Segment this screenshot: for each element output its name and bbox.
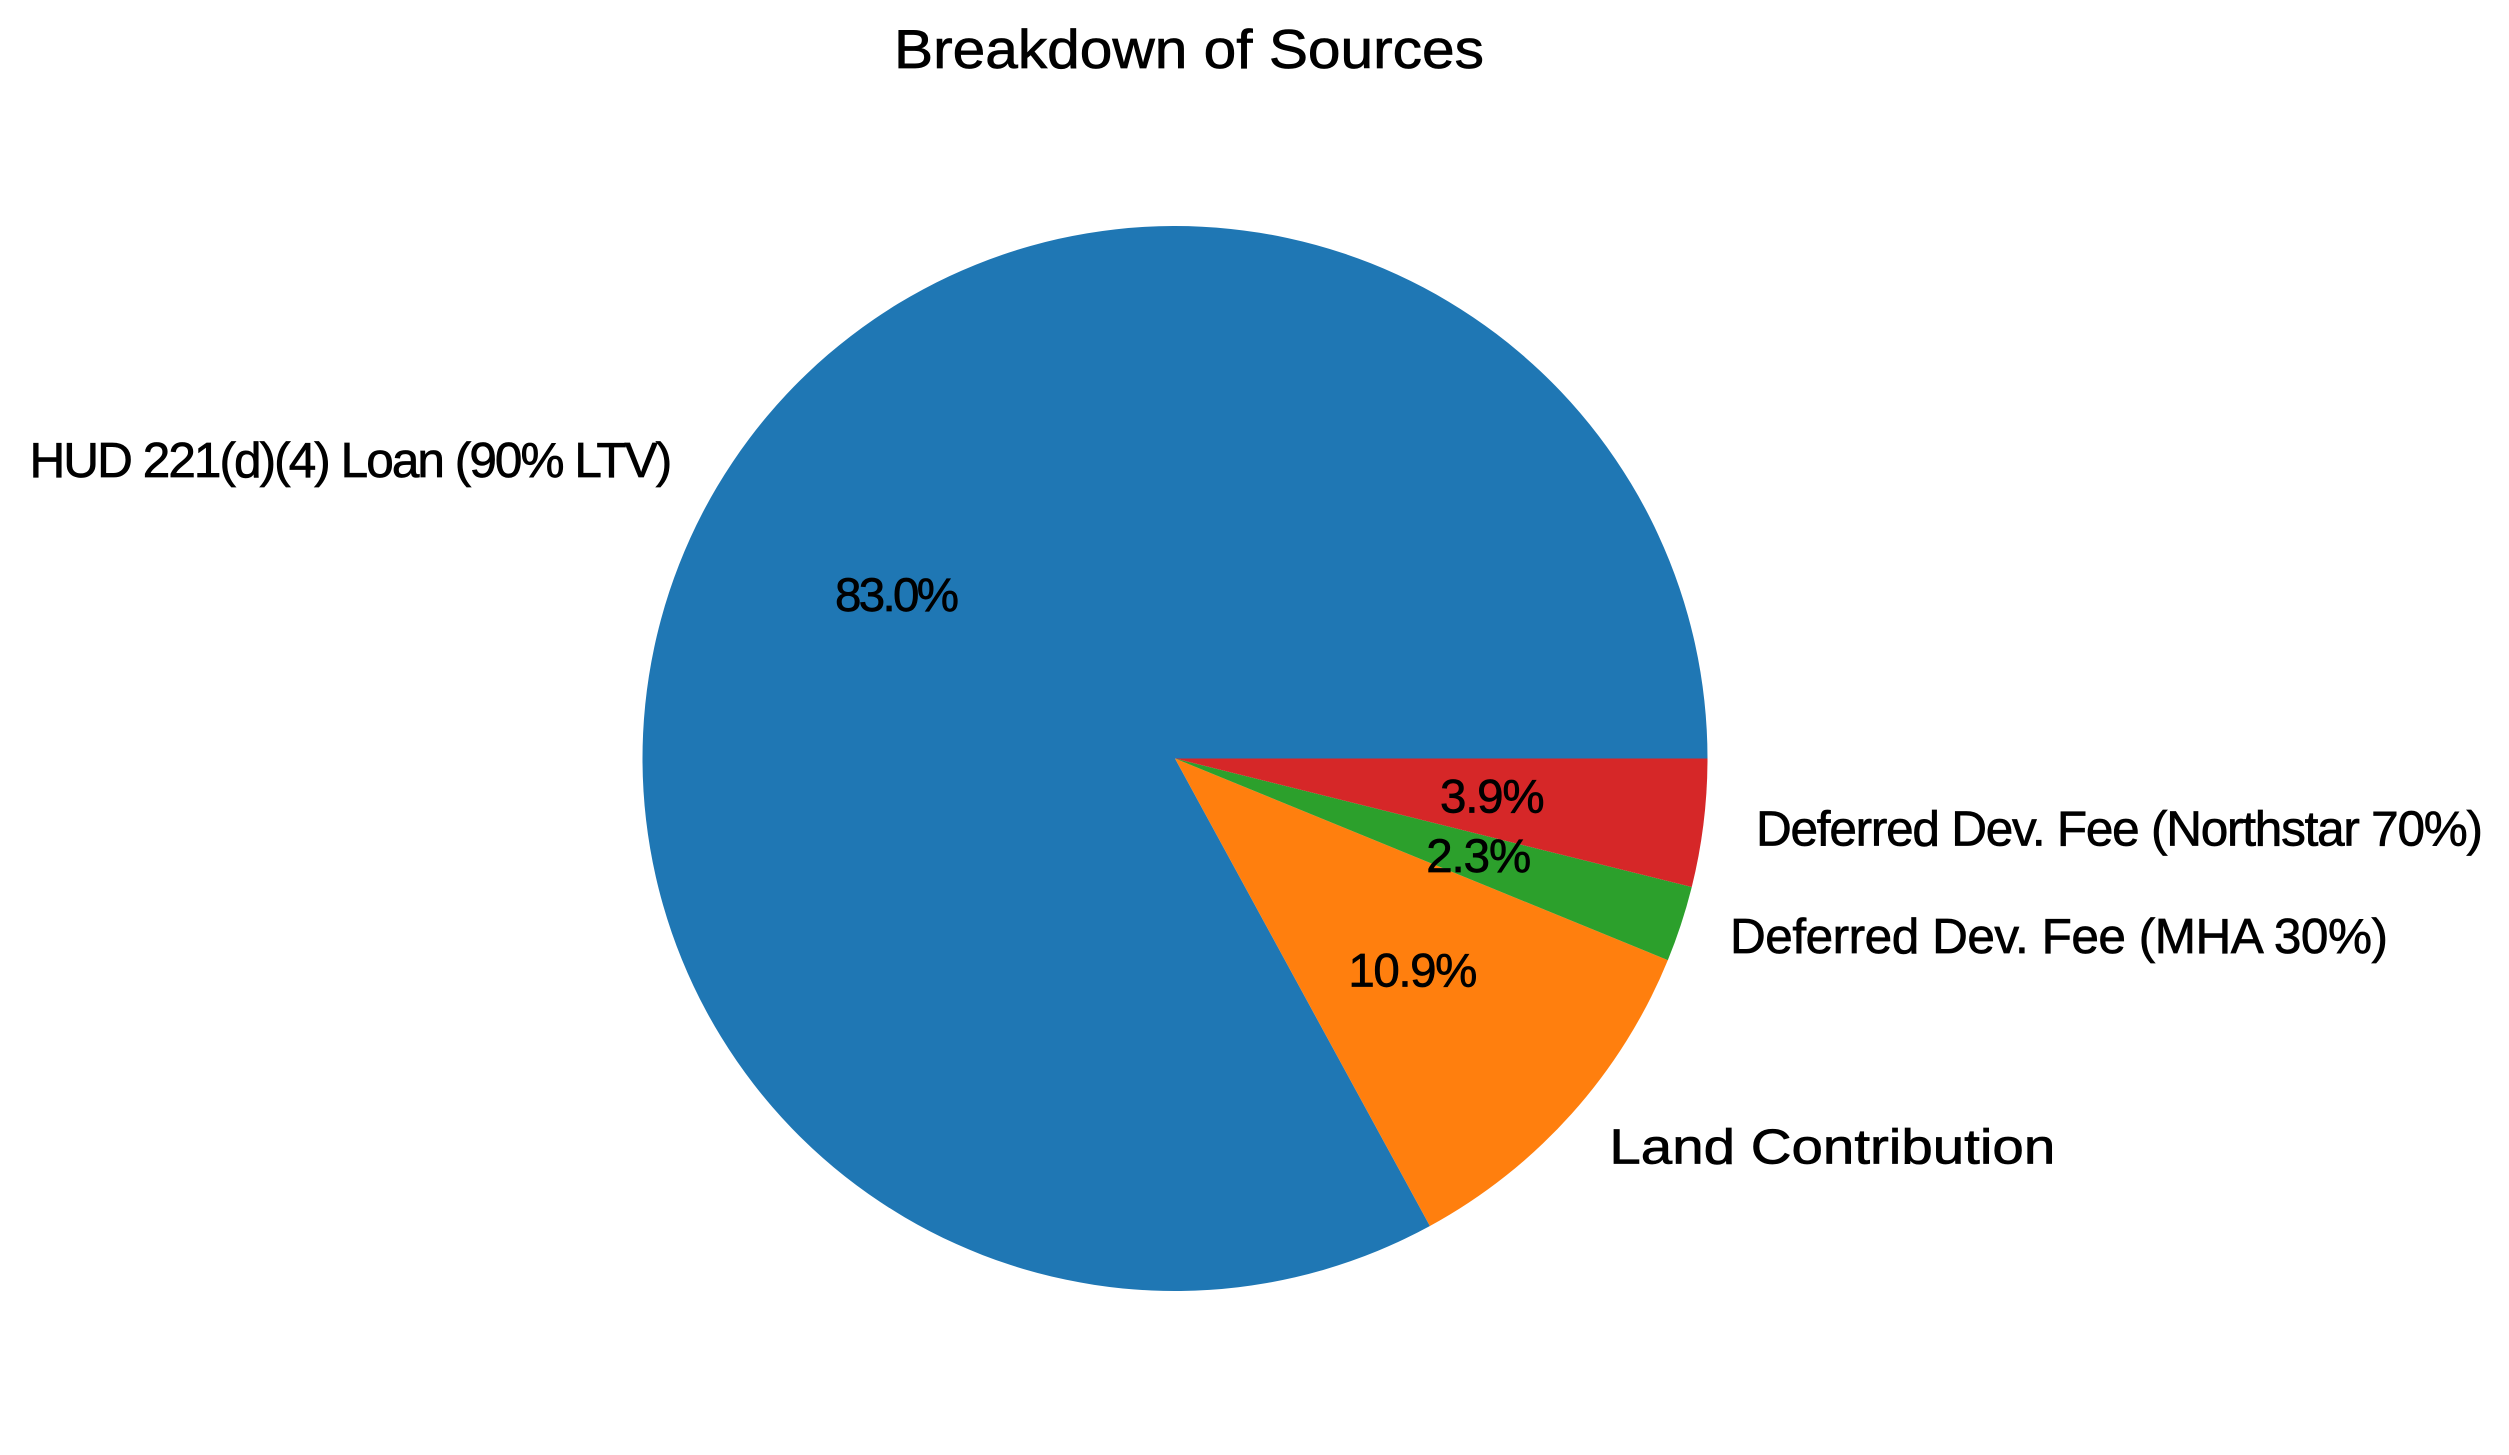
svg-text:Deferred Dev. Fee (MHA 30%): Deferred Dev. Fee (MHA 30%) bbox=[1730, 909, 2388, 964]
svg-text:Deferred Dev. Fee (Northstar 7: Deferred Dev. Fee (Northstar 70%) bbox=[1756, 801, 2483, 856]
svg-text:3.9%: 3.9% bbox=[1440, 770, 1545, 823]
svg-text:Land Contribution: Land Contribution bbox=[1609, 1120, 2055, 1175]
svg-text:2.3%: 2.3% bbox=[1426, 830, 1531, 883]
svg-text:83.0%: 83.0% bbox=[835, 569, 959, 622]
svg-text:10.9%: 10.9% bbox=[1348, 945, 1477, 998]
svg-text:Breakdown of Sources: Breakdown of Sources bbox=[894, 19, 1484, 80]
svg-text:HUD 221(d)(4) Loan (90% LTV): HUD 221(d)(4) Loan (90% LTV) bbox=[30, 433, 673, 488]
